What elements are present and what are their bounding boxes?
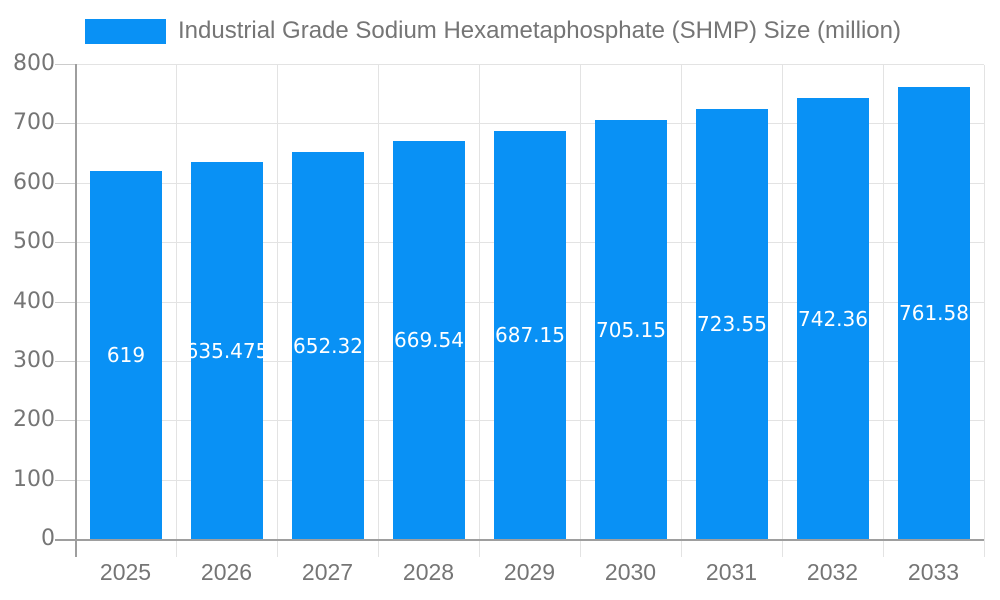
bar-value-label-2025: 619 bbox=[106, 343, 146, 367]
y-tick-500 bbox=[55, 242, 75, 243]
x-axis-label-2027: 2027 bbox=[301, 559, 354, 585]
gridline-x-4 bbox=[479, 65, 480, 557]
gridline-x-5 bbox=[580, 65, 581, 557]
bar-value-label-2028: 669.54 bbox=[394, 328, 464, 352]
y-axis-label-800: 800 bbox=[13, 51, 55, 76]
x-axis-label-2026: 2026 bbox=[200, 559, 253, 585]
y-tick-800 bbox=[55, 64, 75, 65]
bar-2026[interactable]: 635.475 bbox=[191, 162, 263, 539]
x-axis-label-2029: 2029 bbox=[503, 559, 556, 585]
y-axis-label-200: 200 bbox=[13, 407, 55, 432]
y-tick-700 bbox=[55, 123, 75, 124]
y-axis-label-100: 100 bbox=[13, 467, 55, 492]
bar-2025[interactable]: 619 bbox=[90, 171, 162, 539]
bar-value-label-2027: 652.32 bbox=[293, 333, 363, 358]
y-axis-label-500: 500 bbox=[13, 229, 55, 254]
bar-2031[interactable]: 723.55 bbox=[696, 109, 768, 539]
legend-swatch bbox=[85, 18, 166, 44]
x-axis-label-2031: 2031 bbox=[705, 559, 758, 585]
y-axis-label-400: 400 bbox=[13, 289, 55, 314]
gridline-x-6 bbox=[681, 65, 682, 557]
bar-value-label-2026: 635.475 bbox=[191, 338, 263, 363]
y-tick-600 bbox=[55, 183, 75, 184]
y-axis-label-600: 600 bbox=[13, 170, 55, 195]
y-axis-label-0: 0 bbox=[41, 526, 55, 551]
bar-value-label-2029: 687.15 bbox=[495, 323, 565, 347]
gridline-x-2 bbox=[277, 65, 278, 557]
y-tick-400 bbox=[55, 302, 75, 303]
x-axis-label-2033: 2033 bbox=[907, 559, 960, 585]
gridline-x-3 bbox=[378, 65, 379, 557]
x-axis-label-2032: 2032 bbox=[806, 559, 859, 585]
y-axis-label-300: 300 bbox=[13, 348, 55, 373]
bar-value-label-2031: 723.55 bbox=[697, 312, 767, 336]
y-axis-label-700: 700 bbox=[13, 110, 55, 135]
bar-value-label-2030: 705.15 bbox=[596, 317, 666, 342]
x-axis-label-2030: 2030 bbox=[604, 559, 657, 585]
bar-2027[interactable]: 652.32 bbox=[292, 152, 364, 539]
bar-2030[interactable]: 705.15 bbox=[595, 120, 667, 539]
bar-2033[interactable]: 761.58 bbox=[898, 87, 970, 539]
gridline-y-700 bbox=[75, 123, 984, 124]
gridline-x-9 bbox=[984, 65, 985, 557]
y-tick-200 bbox=[55, 420, 75, 421]
y-tick-300 bbox=[55, 361, 75, 362]
bar-2029[interactable]: 687.15 bbox=[494, 131, 566, 539]
chart-legend: Industrial Grade Sodium Hexametaphosphat… bbox=[85, 17, 901, 45]
gridline-x-7 bbox=[782, 65, 783, 557]
x-axis-label-2028: 2028 bbox=[402, 559, 455, 585]
gridline-y-800 bbox=[75, 64, 984, 65]
y-tick-100 bbox=[55, 480, 75, 481]
gridline-x-8 bbox=[883, 65, 884, 557]
legend-label: Industrial Grade Sodium Hexametaphosphat… bbox=[178, 17, 901, 44]
x-axis-baseline bbox=[55, 539, 984, 541]
bar-2028[interactable]: 669.54 bbox=[393, 141, 465, 539]
bar-2032[interactable]: 742.36 bbox=[797, 98, 869, 539]
x-axis-label-2025: 2025 bbox=[99, 559, 152, 585]
bar-value-label-2032: 742.36 bbox=[798, 306, 868, 331]
bar-value-label-2033: 761.58 bbox=[899, 301, 969, 325]
gridline-x-1 bbox=[176, 65, 177, 557]
y-axis-line bbox=[75, 64, 77, 557]
